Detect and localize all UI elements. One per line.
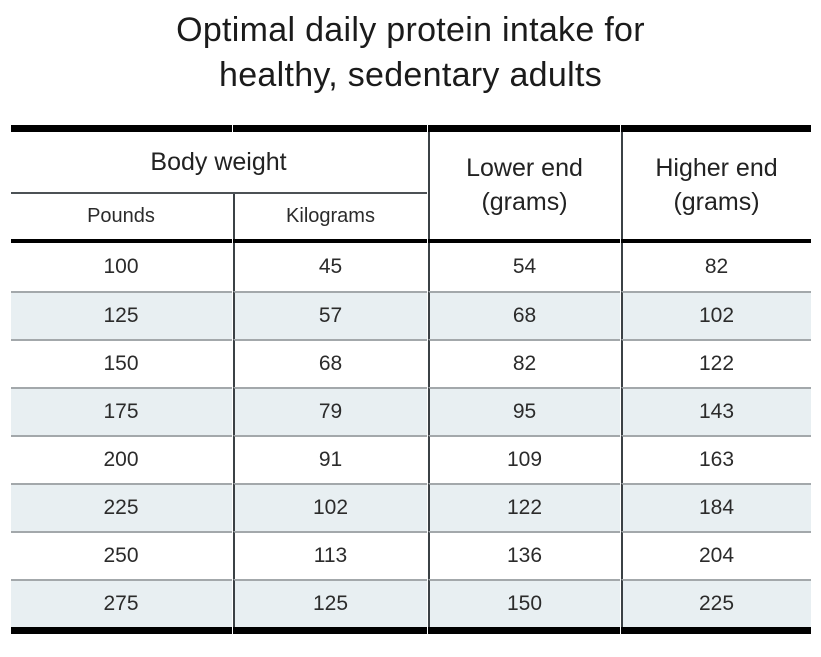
header-lower-end-label: Lower end <box>466 154 583 183</box>
cell-higher-end: 225 <box>620 579 811 628</box>
cell-higher-end: 163 <box>620 435 811 484</box>
cell-lower-end: 109 <box>427 435 620 484</box>
rule-segment <box>232 239 427 244</box>
cell-pounds: 250 <box>10 531 232 580</box>
header-kilograms: Kilograms <box>232 194 427 240</box>
page-title-line2: healthy, sedentary adults <box>219 56 602 95</box>
cell-lower-end: 54 <box>427 243 620 292</box>
rule-segment <box>10 239 232 244</box>
top-rule <box>10 125 811 133</box>
table-row: 125 57 68 102 <box>10 291 811 340</box>
cell-lower-end: 136 <box>427 531 620 580</box>
rule-segment <box>427 239 620 244</box>
header-sub-row: Pounds Kilograms <box>11 194 811 240</box>
rule-segment <box>10 125 232 133</box>
cell-pounds: 100 <box>10 243 232 292</box>
page-title-line1: Optimal daily protein intake for <box>176 11 645 49</box>
page-title: Optimal daily protein intake for healthy,… <box>0 8 821 98</box>
header-higher-end-unit: (grams) <box>673 187 760 216</box>
cell-higher-end: 143 <box>620 387 811 436</box>
table-row: 225 102 122 184 <box>10 483 811 532</box>
cell-lower-end: 68 <box>427 291 620 340</box>
cell-lower-end: 82 <box>427 339 620 388</box>
cell-kilograms: 79 <box>232 387 427 436</box>
cell-kilograms: 113 <box>232 531 427 580</box>
header-lower-end-unit: (grams) <box>481 187 568 216</box>
cell-pounds: 225 <box>10 483 232 532</box>
cell-pounds: 150 <box>10 339 232 388</box>
cell-higher-end: 82 <box>620 243 811 292</box>
cell-kilograms: 68 <box>232 339 427 388</box>
table-row: 250 113 136 204 <box>10 531 811 580</box>
cell-kilograms: 57 <box>232 291 427 340</box>
bottom-rule <box>10 627 811 635</box>
table-row: 150 68 82 122 <box>10 339 811 388</box>
cell-lower-end: 95 <box>427 387 620 436</box>
rule-segment <box>620 627 811 635</box>
header-pounds: Pounds <box>87 205 155 228</box>
cell-pounds: 200 <box>10 435 232 484</box>
cell-pounds: 275 <box>10 579 232 628</box>
cell-lower-end: 122 <box>427 483 620 532</box>
header-higher-end-label: Higher end <box>655 154 778 183</box>
cell-kilograms: 91 <box>232 435 427 484</box>
rule-segment <box>620 239 811 244</box>
cell-higher-end: 122 <box>620 339 811 388</box>
rule-segment <box>10 627 232 635</box>
rule-segment <box>427 627 620 635</box>
rule-segment <box>232 125 427 133</box>
cell-pounds: 175 <box>10 387 232 436</box>
protein-intake-infographic: Optimal daily protein intake for healthy,… <box>0 8 821 635</box>
rule-segment <box>620 125 811 133</box>
protein-intake-table: Body weight Lower end (grams) Higher end… <box>10 125 812 635</box>
rule-segment <box>427 125 620 133</box>
table-row: 100 45 54 82 <box>10 243 811 292</box>
table-row: 275 125 150 225 <box>10 579 811 628</box>
cell-kilograms: 102 <box>232 483 427 532</box>
cell-higher-end: 102 <box>620 291 811 340</box>
cell-kilograms: 125 <box>232 579 427 628</box>
cell-higher-end: 204 <box>620 531 811 580</box>
table-row: 200 91 109 163 <box>10 435 811 484</box>
header-body-weight: Body weight <box>10 132 427 195</box>
cell-higher-end: 184 <box>620 483 811 532</box>
header-lower-end: Lower end (grams) <box>427 132 620 240</box>
header-higher-end: Higher end (grams) <box>620 132 811 240</box>
header-rule <box>10 239 811 244</box>
table-row: 175 79 95 143 <box>10 387 811 436</box>
cell-pounds: 125 <box>10 291 232 340</box>
cell-lower-end: 150 <box>427 579 620 628</box>
cell-kilograms: 45 <box>232 243 427 292</box>
header-group-row: Body weight Lower end (grams) Higher end… <box>10 132 811 240</box>
rule-segment <box>232 627 427 635</box>
